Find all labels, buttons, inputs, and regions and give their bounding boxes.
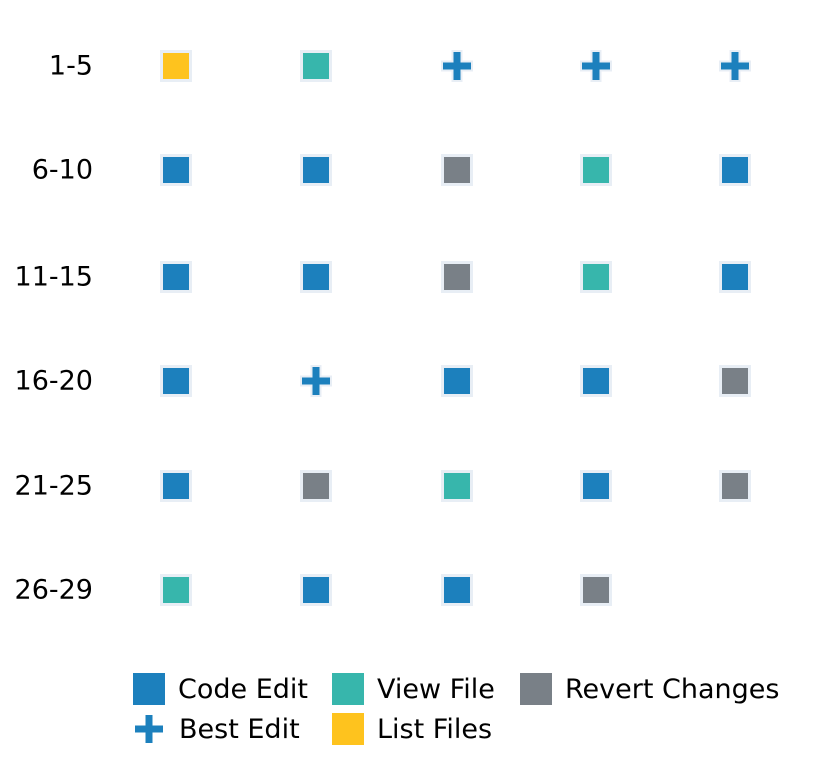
legend-swatch-revert-changes: [520, 673, 552, 705]
legend-swatch-best-edit: [132, 712, 166, 746]
legend-swatch-code-edit: [133, 673, 165, 705]
marker-view-file: [580, 154, 612, 186]
row-label: 21-25: [14, 470, 93, 502]
marker-revert-changes: [300, 470, 332, 502]
plus-icon: [719, 50, 751, 82]
legend-label: View File: [377, 673, 495, 705]
marker-best-edit: [718, 49, 752, 83]
marker-code-edit: [719, 261, 751, 293]
marker-code-edit: [300, 154, 332, 186]
row-label: 1-5: [48, 50, 93, 82]
marker-best-edit: [440, 49, 474, 83]
row-label: 16-20: [14, 365, 93, 397]
marker-revert-changes: [441, 261, 473, 293]
marker-code-edit: [300, 574, 332, 606]
marker-code-edit: [580, 470, 612, 502]
marker-code-edit: [160, 470, 192, 502]
legend-item-list-files: List Files: [332, 713, 492, 745]
plus-icon: [300, 365, 332, 397]
marker-code-edit: [160, 261, 192, 293]
marker-best-edit: [579, 49, 613, 83]
legend-label: List Files: [377, 713, 493, 745]
legend-swatch-view-file: [332, 673, 364, 705]
legend-item-code-edit: Code Edit: [133, 673, 308, 705]
marker-code-edit: [160, 365, 192, 397]
legend-item-view-file: View File: [332, 673, 495, 705]
marker-code-edit: [580, 365, 612, 397]
row-label: 6-10: [31, 154, 93, 186]
marker-code-edit: [160, 154, 192, 186]
marker-best-edit: [299, 364, 333, 398]
marker-revert-changes: [441, 154, 473, 186]
legend-item-best-edit: Best Edit: [133, 712, 300, 746]
marker-code-edit: [441, 365, 473, 397]
marker-revert-changes: [719, 365, 751, 397]
legend-label: Revert Changes: [565, 673, 780, 705]
marker-revert-changes: [580, 574, 612, 606]
legend-swatch-list-files: [332, 713, 364, 745]
marker-code-edit: [441, 574, 473, 606]
plus-icon: [441, 50, 473, 82]
row-label: 26-29: [14, 574, 93, 606]
marker-list-files: [160, 50, 192, 82]
marker-view-file: [441, 470, 473, 502]
marker-code-edit: [719, 154, 751, 186]
marker-view-file: [300, 50, 332, 82]
marker-revert-changes: [719, 470, 751, 502]
legend-label: Code Edit: [178, 673, 308, 705]
plus-icon: [133, 713, 165, 745]
row-label: 11-15: [14, 261, 93, 293]
legend-label: Best Edit: [179, 713, 300, 745]
plus-icon: [580, 50, 612, 82]
marker-code-edit: [300, 261, 332, 293]
marker-view-file: [160, 574, 192, 606]
legend-item-revert-changes: Revert Changes: [520, 673, 779, 705]
marker-view-file: [580, 261, 612, 293]
